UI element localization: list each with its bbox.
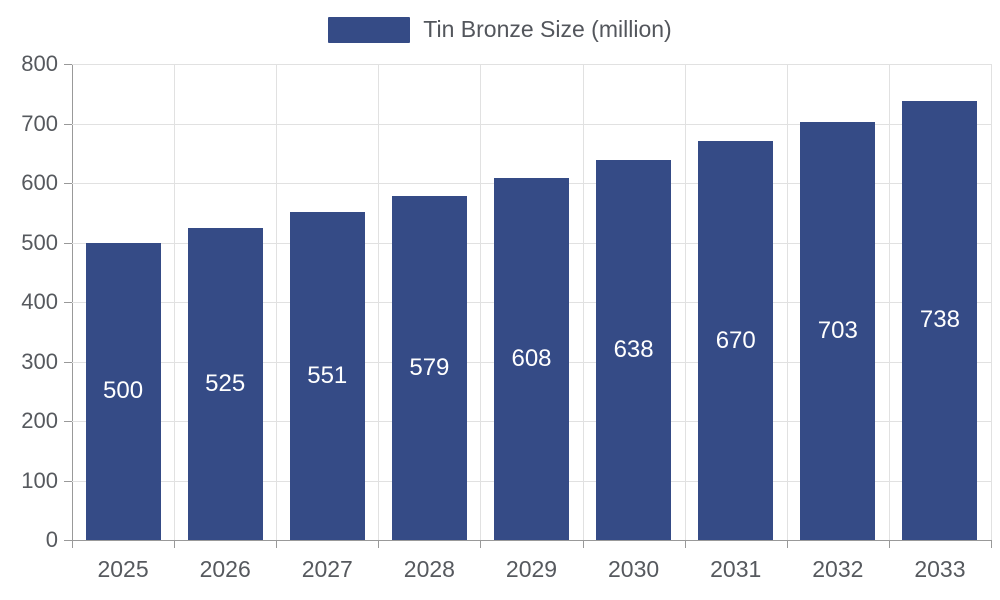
x-tick-label: 2028 xyxy=(403,556,455,582)
x-tick-mark xyxy=(991,540,992,548)
bar[interactable]: 703 xyxy=(800,121,876,540)
x-tick-mark xyxy=(378,540,380,548)
y-tick-mark xyxy=(64,183,72,184)
bar[interactable]: 525 xyxy=(187,227,263,540)
x-tick-label: 2030 xyxy=(608,556,660,582)
bar-value-label: 608 xyxy=(511,345,552,373)
gridline-h xyxy=(72,64,991,65)
gridline-v xyxy=(991,64,992,540)
bar[interactable]: 500 xyxy=(85,242,161,540)
x-tick-mark xyxy=(786,540,788,548)
y-tick-mark xyxy=(64,540,72,541)
y-tick-label: 800 xyxy=(21,51,58,76)
gridline-v xyxy=(582,64,584,540)
gridline-v xyxy=(888,64,890,540)
bar-value-label: 525 xyxy=(205,369,246,397)
y-tick-mark xyxy=(64,242,72,244)
gridline-v xyxy=(480,64,482,540)
gridline-h xyxy=(72,123,991,125)
y-tick-mark xyxy=(64,123,72,125)
x-tick-label: 2031 xyxy=(710,556,762,582)
x-tick-mark xyxy=(888,540,890,548)
y-tick-label: 500 xyxy=(21,229,58,255)
bar-value-label: 703 xyxy=(817,316,858,344)
y-tick-label: 0 xyxy=(45,527,58,552)
y-tick-label: 400 xyxy=(21,289,58,314)
y-tick-mark xyxy=(64,302,72,303)
y-tick-mark xyxy=(64,64,72,65)
x-tick-label: 2026 xyxy=(199,556,251,582)
y-tick-label: 700 xyxy=(21,110,58,136)
bar-value-label: 670 xyxy=(715,326,756,354)
bar[interactable]: 670 xyxy=(698,141,774,540)
x-tick-mark xyxy=(72,540,73,548)
bar[interactable]: 638 xyxy=(596,160,672,540)
x-tick-mark xyxy=(684,540,686,548)
y-tick-label: 600 xyxy=(21,170,58,195)
bar-value-label: 738 xyxy=(919,306,960,334)
gridline-v xyxy=(684,64,686,540)
x-tick-label: 2025 xyxy=(97,556,149,582)
x-axis-line xyxy=(72,540,991,541)
legend-label: Tin Bronze Size (million) xyxy=(423,16,672,42)
y-tick-label: 300 xyxy=(21,348,58,374)
y-tick-mark xyxy=(64,480,72,482)
bar[interactable]: 579 xyxy=(391,195,467,540)
bar[interactable]: 551 xyxy=(289,212,365,540)
bar-value-label: 500 xyxy=(103,377,144,405)
y-tick-mark xyxy=(64,361,72,363)
x-tick-label: 2033 xyxy=(914,556,966,582)
x-tick-mark xyxy=(276,540,278,548)
gridline-v xyxy=(786,64,788,540)
y-tick-label: 100 xyxy=(21,467,58,493)
x-tick-label: 2029 xyxy=(505,556,558,582)
bar[interactable]: 738 xyxy=(902,100,978,540)
y-tick-mark xyxy=(64,421,72,422)
y-axis-line xyxy=(72,64,73,548)
legend-swatch-icon xyxy=(328,16,411,43)
bar-value-label: 551 xyxy=(307,362,348,390)
y-tick-label: 200 xyxy=(21,408,58,433)
gridline-v xyxy=(276,64,278,540)
bar-value-label: 579 xyxy=(409,353,450,381)
x-tick-label: 2032 xyxy=(812,556,864,582)
legend-item[interactable]: Tin Bronze Size (million) xyxy=(0,16,1000,43)
gridline-v xyxy=(174,64,176,540)
bar[interactable]: 608 xyxy=(494,178,569,540)
x-tick-mark xyxy=(480,540,482,548)
bar-value-label: 638 xyxy=(613,336,654,364)
x-tick-label: 2027 xyxy=(301,556,353,582)
plot-area: 500 525 551 579 608 638 670 703 738 xyxy=(72,64,992,540)
x-tick-mark xyxy=(582,540,584,548)
gridline-v xyxy=(378,64,380,540)
x-tick-mark xyxy=(174,540,176,548)
